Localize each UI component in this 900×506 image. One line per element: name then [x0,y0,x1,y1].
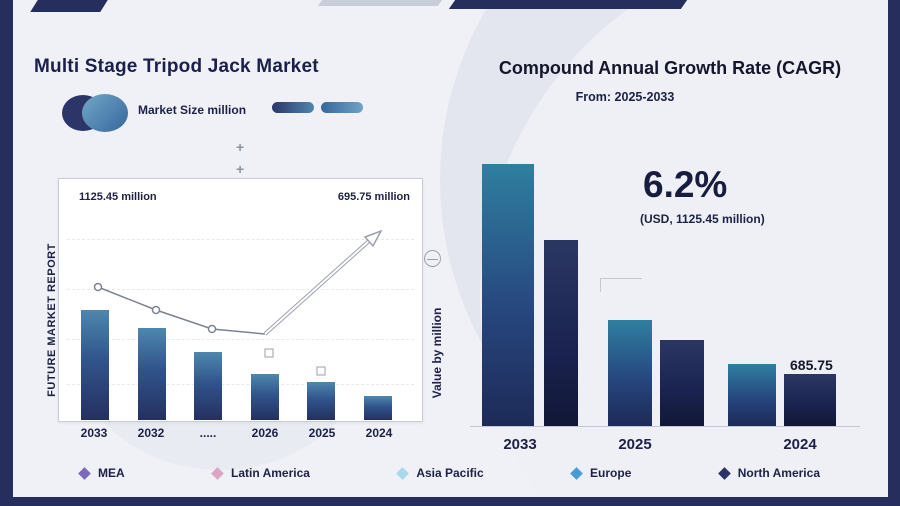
legend-item-asia-pacific: Asia Pacific [396,466,484,480]
top-decor-band-center [448,0,688,9]
right-edge-bar [888,0,900,506]
gridline [67,384,414,385]
market-size-legend-label: Market Size million [138,103,247,117]
left-edge-bar [0,0,13,506]
market-size-chart: 1125.45 million 695.75 million [58,178,423,422]
diamond-icon [78,466,91,480]
cagr-chart: 2033 2025 2024 [470,155,870,455]
market-size-xlabel: 2033 [80,426,108,440]
diamond-icon [717,466,731,480]
legend-item-mea: MEA [78,466,125,480]
value-by-million-label: Value by million [430,307,444,399]
pill-decor-icon [272,102,314,113]
cagr-title: Compound Annual Growth Rate (CAGR) [498,58,842,78]
market-size-bar [363,396,392,420]
cagr-bar-primary [482,164,534,426]
market-size-bar [307,382,336,420]
plus-decor-icon: + [236,161,245,177]
market-size-xlabel: 2032 [137,426,165,440]
bracket-decor [600,278,642,292]
gridline [67,239,414,240]
market-size-bar [250,374,279,420]
circle-minus-decor-icon [424,250,441,267]
gridline [67,289,414,290]
region-legend: MEA Latin America Asia Pacific Europe North … [78,466,820,480]
market-size-xlabel: 2024 [365,426,393,440]
legend-item-latin-america: Latin America [211,466,310,480]
cagr-bar-primary [608,320,652,426]
cagr-chart-baseline [470,426,860,427]
cagr-year-label: 2025 [618,436,652,453]
market-size-xlabel: 2025 [308,426,336,440]
cagr-bar-secondary [784,374,836,426]
gridline [67,339,414,340]
annotation-2024-value: 695.75 million [337,191,410,203]
cagr-year-label: 2024 [783,436,817,453]
market-size-bars [81,310,392,420]
cagr-subtitle: From: 2025-2033 [575,90,675,104]
legend-label: Asia Pacific [416,466,484,480]
market-size-xlabel: 2026 [251,426,279,440]
cagr-percentage: 6.2% [643,164,728,205]
cylinder-icon [62,94,128,132]
market-size-bar [194,352,223,420]
legend-label: Latin America [231,466,310,480]
cagr-usd-note: (USD, 1125.45 million) [640,212,765,226]
plus-decor-icon: + [236,139,245,155]
future-market-report-label: FUTURE MARKET REPORT [46,243,58,397]
legend-item-europe: Europe [570,466,632,480]
value-label-2024: 685.75 [790,357,833,373]
cagr-bar-primary [728,364,776,426]
diamond-icon [396,466,410,480]
left-chart-title: Multi Stage Tripod Jack Market [34,56,319,77]
legend-label: North America [737,466,820,480]
top-decor-band-left [30,0,108,12]
market-size-xlabels: 2033 2032..... 2026 2025 2024 [80,426,393,440]
pill-decor-group [272,102,363,113]
pill-decor-icon [321,102,363,113]
top-decor-band-light [317,0,443,6]
trend-line-overlay [93,229,383,376]
bottom-edge-bar [0,497,900,506]
legend-item-north-america: North America [717,466,820,480]
cagr-bar-secondary [660,340,704,426]
legend-label: Europe [590,466,632,480]
cylinder-icon-front [82,94,128,132]
market-size-xlabel: ..... [199,426,217,440]
legend-label: MEA [98,466,125,480]
cagr-year-label: 2033 [503,436,537,453]
market-size-bar [81,310,109,420]
diamond-icon [570,466,583,480]
annotation-2033-value: 1125.45 million [79,191,157,203]
diamond-icon [211,466,224,480]
cagr-bar-secondary [544,240,578,426]
market-size-bar [137,328,166,420]
